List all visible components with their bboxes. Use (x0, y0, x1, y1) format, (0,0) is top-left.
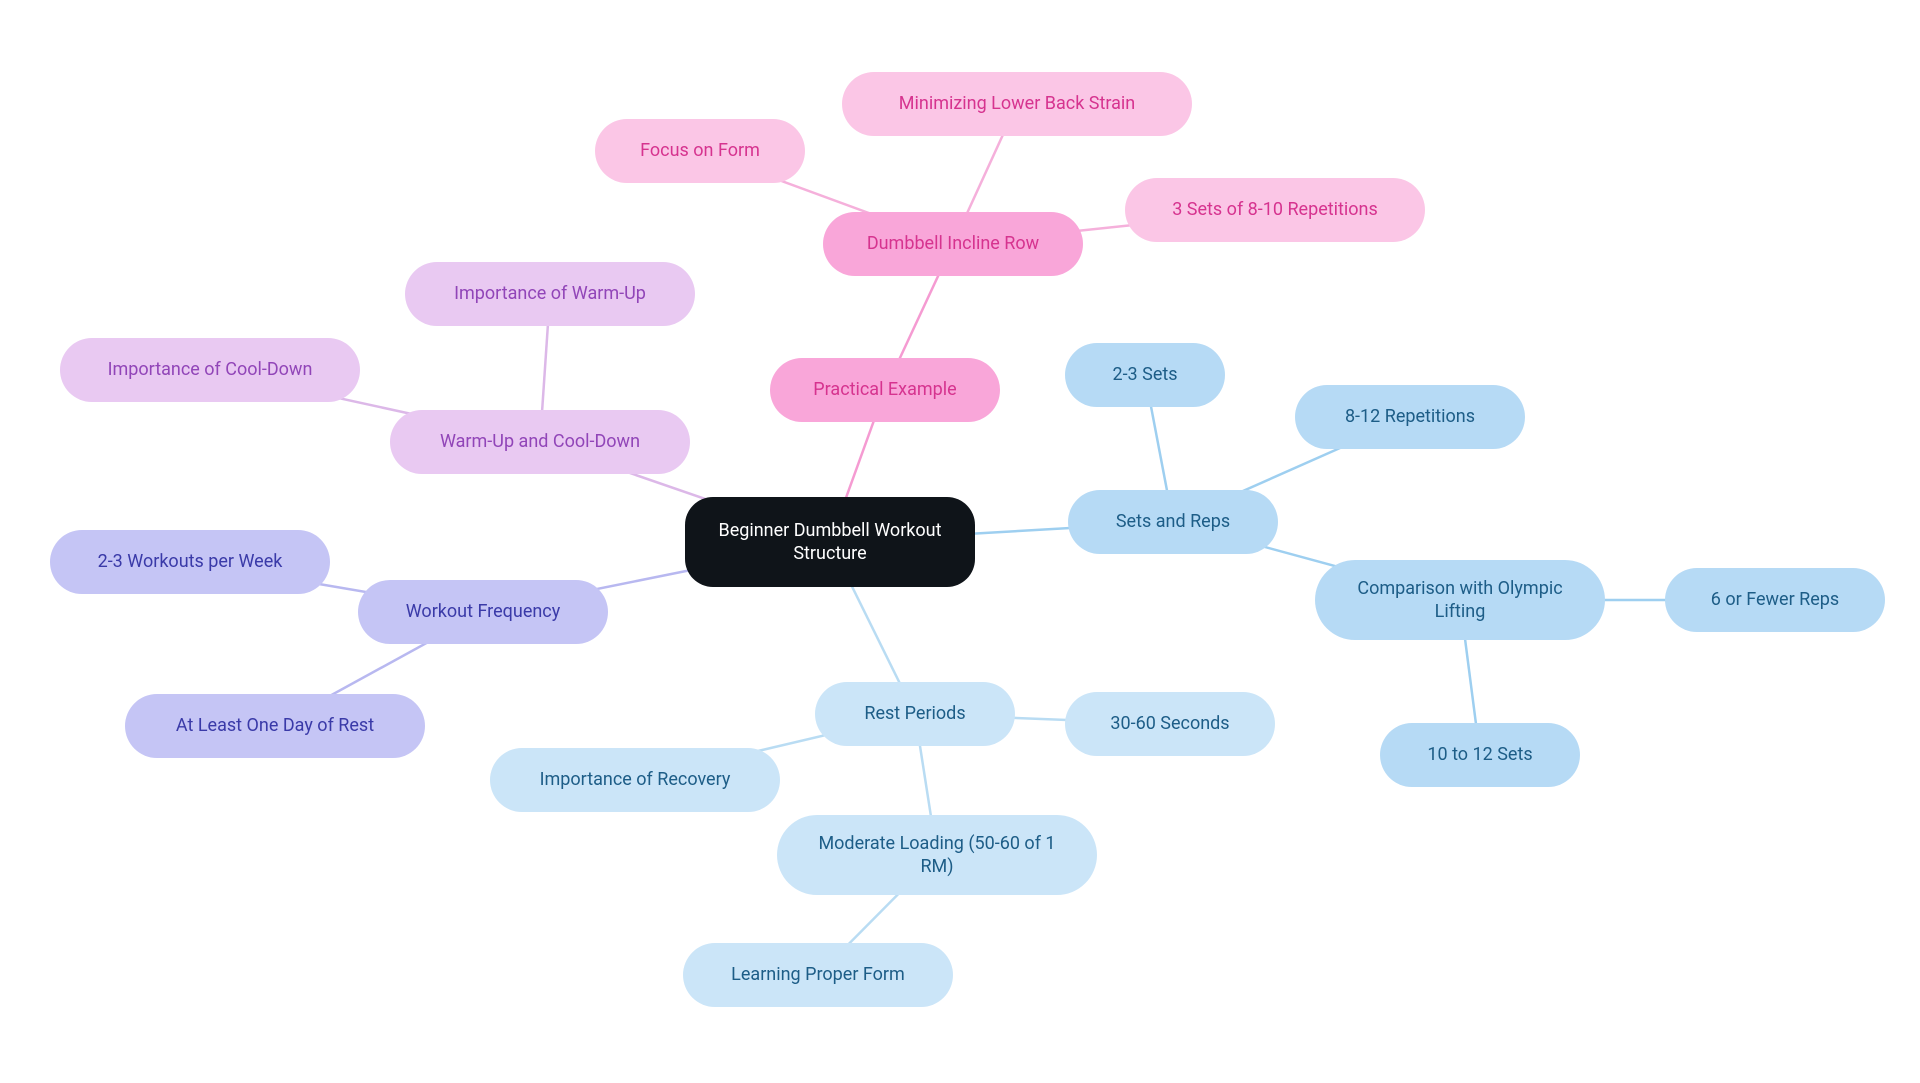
mindmap-node-comp_1012[interactable]: 10 to 12 Sets (1380, 723, 1580, 787)
mindmap-node-sets_23[interactable]: 2-3 Sets (1065, 343, 1225, 407)
node-label: Beginner Dumbbell Workout Structure (719, 519, 942, 566)
node-label: 6 or Fewer Reps (1711, 588, 1839, 611)
mindmap-node-incline_back[interactable]: Minimizing Lower Back Strain (842, 72, 1192, 136)
mindmap-node-freq[interactable]: Workout Frequency (358, 580, 608, 644)
mindmap-node-rest[interactable]: Rest Periods (815, 682, 1015, 746)
mindmap-node-sets[interactable]: Sets and Reps (1068, 490, 1278, 554)
node-label: 2-3 Workouts per Week (98, 550, 283, 573)
node-label: Comparison with Olympic Lifting (1357, 577, 1562, 624)
node-label: Importance of Recovery (540, 768, 731, 791)
node-label: Workout Frequency (406, 600, 561, 623)
mindmap-node-incline_sets[interactable]: 3 Sets of 8-10 Repetitions (1125, 178, 1425, 242)
mindmap-node-comp_6[interactable]: 6 or Fewer Reps (1665, 568, 1885, 632)
mindmap-node-rest_form[interactable]: Learning Proper Form (683, 943, 953, 1007)
node-label: Practical Example (813, 378, 956, 401)
node-label: Learning Proper Form (731, 963, 905, 986)
mindmap-node-warmup_cool[interactable]: Importance of Cool-Down (60, 338, 360, 402)
node-label: Warm-Up and Cool-Down (440, 430, 640, 453)
mindmap-node-warmup_warm[interactable]: Importance of Warm-Up (405, 262, 695, 326)
node-label: Moderate Loading (50-60 of 1 RM) (818, 832, 1055, 879)
mindmap-node-sets_comp[interactable]: Comparison with Olympic Lifting (1315, 560, 1605, 640)
mindmap-node-freq_23[interactable]: 2-3 Workouts per Week (50, 530, 330, 594)
mindmap-node-freq_rest[interactable]: At Least One Day of Rest (125, 694, 425, 758)
node-label: Sets and Reps (1116, 510, 1230, 533)
node-label: Importance of Warm-Up (454, 282, 646, 305)
node-label: Importance of Cool-Down (108, 358, 313, 381)
node-label: Focus on Form (640, 139, 760, 162)
node-label: 30-60 Seconds (1110, 712, 1229, 735)
mindmap-node-sets_812[interactable]: 8-12 Repetitions (1295, 385, 1525, 449)
mindmap-node-root[interactable]: Beginner Dumbbell Workout Structure (685, 497, 975, 587)
mindmap-node-practical[interactable]: Practical Example (770, 358, 1000, 422)
mindmap-node-incline[interactable]: Dumbbell Incline Row (823, 212, 1083, 276)
node-label: Dumbbell Incline Row (867, 232, 1039, 255)
node-label: Minimizing Lower Back Strain (899, 92, 1135, 115)
node-label: 2-3 Sets (1112, 363, 1177, 386)
mindmap-node-warmup[interactable]: Warm-Up and Cool-Down (390, 410, 690, 474)
mindmap-node-rest_loading[interactable]: Moderate Loading (50-60 of 1 RM) (777, 815, 1097, 895)
mindmap-node-rest_3060[interactable]: 30-60 Seconds (1065, 692, 1275, 756)
node-label: Rest Periods (864, 702, 965, 725)
node-label: 3 Sets of 8-10 Repetitions (1172, 198, 1378, 221)
node-label: 10 to 12 Sets (1427, 743, 1532, 766)
mindmap-node-rest_recovery[interactable]: Importance of Recovery (490, 748, 780, 812)
node-label: 8-12 Repetitions (1345, 405, 1475, 428)
mindmap-node-incline_form[interactable]: Focus on Form (595, 119, 805, 183)
node-label: At Least One Day of Rest (176, 714, 374, 737)
